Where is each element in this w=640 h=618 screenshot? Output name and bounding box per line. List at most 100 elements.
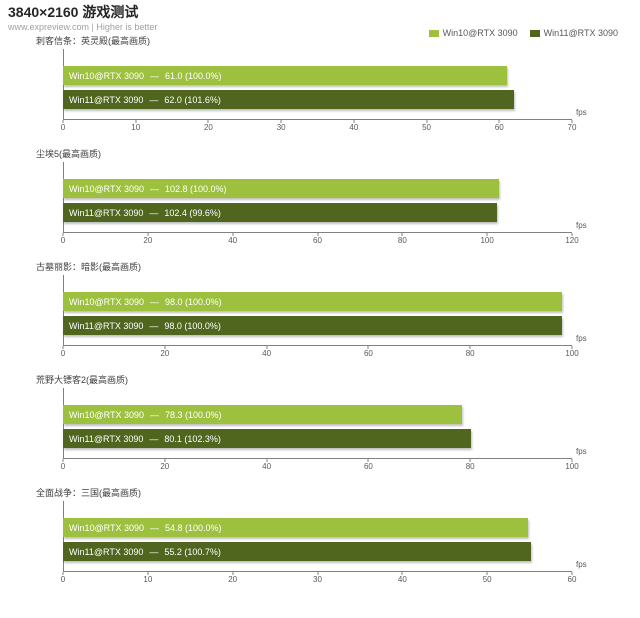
bar-label: Win10@RTX 3090—98.0 (100.0%) [69,296,222,307]
chart-section-red-dead-redemption2: 荒野大镖客2(最高画质) Win10@RTX 3090—78.3 (100.0%… [0,372,640,485]
plot-area: Win10@RTX 3090—61.0 (100.0%) Win11@RTX 3… [63,33,572,119]
axis-tick-mark [62,233,64,236]
charts-container: 刺客信条：英灵殿(最高画质) Win10@RTX 3090—61.0 (100.… [0,33,640,598]
chart-section-dirt5: 尘埃5(最高画质) Win10@RTX 3090—102.8 (100.0%) … [0,146,640,259]
axis-tick-label: 0 [60,462,66,471]
axis-tick-label: 20 [203,123,213,132]
chart-section-shadow-of-tomb-raider: 古墓丽影：暗影(最高画质) Win10@RTX 3090—98.0 (100.0… [0,259,640,372]
axis-tick-mark [571,233,573,236]
bar-win10: Win10@RTX 3090—102.8 (100.0%) [63,179,500,198]
legend: Win10@RTX 3090 Win11@RTX 3090 [428,28,618,38]
axis-unit-label: fps [576,447,587,456]
x-axis: fps 0 20 40 60 80 100 120 [60,221,587,249]
x-axis: fps 0 10 20 30 40 50 60 [61,560,587,588]
x-axis: fps 0 20 40 60 80 100 [60,334,587,362]
axis-tick-label: 40 [349,123,359,132]
axis-tick-label: 80 [465,349,475,358]
axis-tick-mark [571,120,573,123]
bar-label: Win11@RTX 3090—102.4 (99.6%) [69,207,221,218]
axis-tick-label: 20 [228,575,238,584]
bar-win11: Win11@RTX 3090—62.0 (101.6%) [63,90,514,109]
axis-tick-mark [571,572,573,575]
axis-tick-mark [353,120,355,123]
axis-tick-label: 80 [397,236,407,245]
axis-tick-label: 60 [363,462,373,471]
bar-win11: Win11@RTX 3090—98.0 (100.0%) [63,316,562,335]
game-title: 刺客信条：英灵殿(最高画质) [36,36,150,46]
plot-area: Win10@RTX 3090—78.3 (100.0%) Win11@RTX 3… [63,372,572,458]
axis-tick-label: 70 [567,123,577,132]
bar-win11: Win11@RTX 3090—55.2 (100.7%) [63,542,532,561]
axis-tick-label: 40 [262,349,272,358]
game-title: 古墓丽影：暗影(最高画质) [36,262,141,272]
axis-tick-label: 60 [494,123,504,132]
axis-tick-mark [486,233,488,236]
axis-tick-label: 30 [276,123,286,132]
bar-label: Win11@RTX 3090—55.2 (100.7%) [69,546,221,557]
bar-win10: Win10@RTX 3090—98.0 (100.0%) [63,292,562,311]
game-title: 荒野大镖客2(最高画质) [36,375,129,385]
bar-label: Win10@RTX 3090—54.8 (100.0%) [69,522,222,533]
axis-tick-mark [147,572,149,575]
axis-tick-mark [164,459,166,462]
axis-tick-mark [469,346,471,349]
bar-label: Win10@RTX 3090—102.8 (100.0%) [69,183,227,194]
axis-tick-mark [367,459,369,462]
axis-unit-label: fps [576,560,587,569]
axis-tick-mark [426,120,428,123]
x-axis: fps 0 10 20 30 40 50 60 70 [60,108,587,136]
axis-tick-label: 60 [313,236,322,245]
chart-section-total-war-three-kingdoms: 全面战争：三国(最高画质) Win10@RTX 3090—54.8 (100.0… [0,485,640,598]
axis-tick-label: 100 [565,462,579,471]
chart-section-assassins-creed-valhalla: 刺客信条：英灵殿(最高画质) Win10@RTX 3090—61.0 (100.… [0,33,640,146]
legend-swatch-win10-icon [428,29,439,37]
axis-tick-label: 100 [480,236,494,245]
bar-win11: Win11@RTX 3090—80.1 (102.3%) [63,429,471,448]
axis-tick-label: 20 [143,236,153,245]
axis-tick-mark [498,120,500,123]
x-axis: fps 0 20 40 60 80 100 [60,447,587,475]
axis-tick-label: 30 [313,575,322,584]
legend-label-win10: Win10@RTX 3090 [442,28,518,38]
axis-tick-mark [164,346,166,349]
plot-area: Win10@RTX 3090—54.8 (100.0%) Win11@RTX 3… [63,485,572,571]
legend-item-win10: Win10@RTX 3090 [428,28,518,38]
axis-tick-mark [266,459,268,462]
bar-win11: Win11@RTX 3090—102.4 (99.6%) [63,203,498,222]
axis-tick-mark [469,459,471,462]
legend-item-win11: Win11@RTX 3090 [529,28,618,38]
axis-tick-mark [147,233,149,236]
axis-tick-label: 80 [465,462,475,471]
axis-tick-label: 60 [567,575,577,584]
axis-tick-mark [62,572,64,575]
axis-tick-mark [401,572,403,575]
axis-tick-mark [62,120,64,123]
plot-area: Win10@RTX 3090—98.0 (100.0%) Win11@RTX 3… [63,259,572,345]
axis-tick-label: 20 [160,349,170,358]
bar-win10: Win10@RTX 3090—61.0 (100.0%) [63,66,507,85]
axis-tick-mark [232,572,234,575]
axis-tick-label: 0 [60,123,66,132]
axis-tick-label: 40 [262,462,272,471]
axis-tick-label: 100 [565,349,579,358]
axis-tick-mark [232,233,234,236]
axis-tick-mark [367,346,369,349]
axis-tick-label: 60 [363,349,373,358]
plot-area: Win10@RTX 3090—102.8 (100.0%) Win11@RTX … [63,146,572,232]
axis-tick-mark [135,120,137,123]
axis-tick-label: 0 [60,236,66,245]
axis-tick-mark [317,233,318,236]
axis-tick-mark [266,346,268,349]
chart-header: 3840×2160 游戏测试 www.expreview.com | Highe… [8,4,157,33]
bar-label: Win11@RTX 3090—62.0 (101.6%) [69,94,221,105]
axis-tick-label: 0 [60,349,66,358]
legend-label-win11: Win11@RTX 3090 [543,28,618,38]
axis-tick-label: 50 [482,575,492,584]
axis-unit-label: fps [576,108,587,117]
axis-tick-mark [486,572,488,575]
axis-tick-mark [62,459,64,462]
game-title: 尘埃5(最高画质) [36,149,101,159]
page-title: 3840×2160 游戏测试 [8,4,139,20]
axis-tick-mark [571,459,573,462]
bar-win10: Win10@RTX 3090—54.8 (100.0%) [63,518,528,537]
